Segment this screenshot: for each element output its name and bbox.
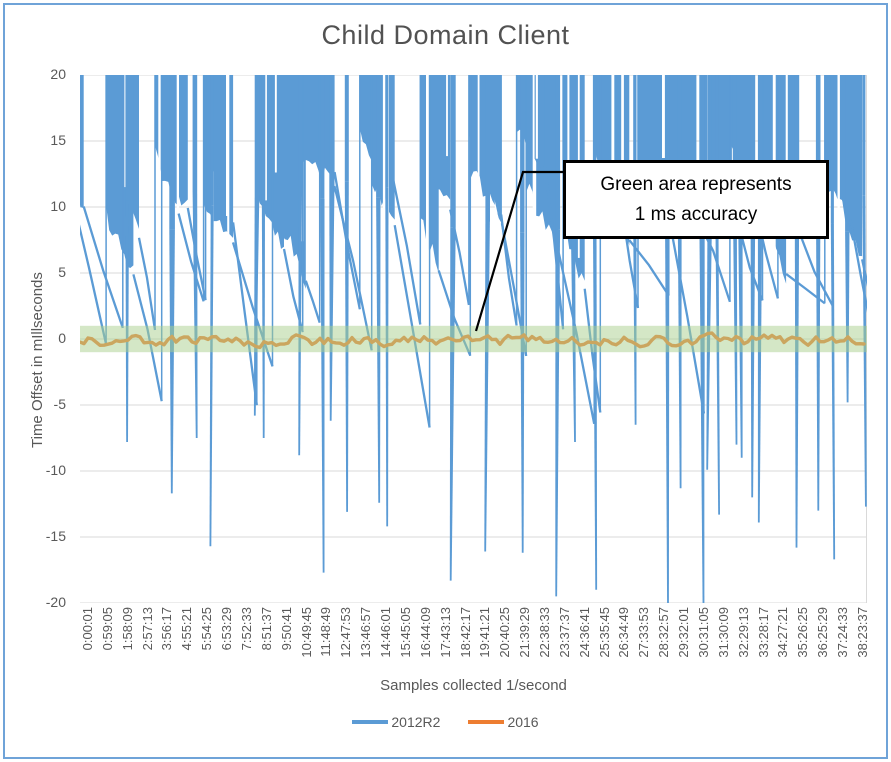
- x-tick-label: 6:53:29: [219, 607, 235, 651]
- annotation-connector-line: [474, 170, 563, 332]
- x-tick-label: 36:25:29: [815, 607, 831, 658]
- x-tick-label: 0:00:01: [80, 607, 95, 651]
- x-tick-label: 5:54:25: [199, 607, 215, 651]
- x-tick-label: 26:34:49: [616, 607, 632, 658]
- x-tick-label: 29:32:01: [676, 607, 692, 658]
- x-tick-label: 14:46:01: [378, 607, 394, 658]
- y-tick-label: 20: [50, 65, 66, 82]
- x-tick-label: 17:43:13: [437, 607, 453, 658]
- x-axis-title: Samples collected 1/second: [380, 677, 567, 694]
- series-2012R2: [80, 75, 867, 603]
- x-tick-label: 3:56:17: [159, 607, 175, 651]
- x-tick-label: 13:46:57: [358, 607, 374, 658]
- legend: 2012R2 2016: [0, 714, 891, 730]
- x-tick-label: 0:59:05: [99, 607, 115, 651]
- legend-swatch: [468, 720, 505, 724]
- x-tick-label: 32:29:13: [735, 607, 751, 658]
- y-tick-label: -20: [45, 593, 66, 610]
- x-tick-label: 33:28:17: [755, 607, 771, 658]
- y-tick-label: 10: [50, 197, 66, 214]
- x-tick-label: 37:24:33: [835, 607, 851, 658]
- legend-label: 2012R2: [391, 714, 441, 730]
- y-tick-label: -5: [53, 395, 66, 412]
- legend-item-2016: 2016: [468, 714, 539, 730]
- accuracy-band: [80, 325, 867, 353]
- x-tick-label: 1:58:09: [119, 607, 135, 651]
- x-tick-label: 10:49:45: [298, 607, 314, 658]
- legend-swatch: [352, 720, 389, 724]
- x-tick-label: 25:35:45: [596, 607, 612, 658]
- x-tick-label: 30:31:05: [695, 607, 711, 658]
- y-tick-label: 0: [58, 329, 66, 346]
- annotation-line-1: Green area represents: [600, 174, 792, 196]
- x-tick-label: 8:51:37: [258, 607, 274, 651]
- x-tick-label: 27:33:53: [636, 607, 652, 658]
- x-tick-label: 34:27:21: [775, 607, 791, 658]
- y-tick-label: -15: [45, 527, 66, 544]
- x-tick-label: 23:37:37: [556, 607, 572, 658]
- x-tick-label: 35:26:25: [795, 607, 811, 658]
- x-tick-label: 20:40:25: [497, 607, 513, 658]
- x-tick-label: 4:55:21: [179, 607, 195, 651]
- y-axis-title: Time Offset in mIllseconds: [29, 272, 46, 448]
- x-tick-label: 16:44:09: [417, 607, 433, 658]
- x-tick-label: 24:36:41: [576, 607, 592, 658]
- legend-item-2012R2: 2012R2: [352, 714, 440, 730]
- x-tick-label: 31:30:09: [715, 607, 731, 658]
- x-tick-label: 21:39:29: [517, 607, 533, 658]
- x-tick-label: 28:32:57: [656, 607, 672, 658]
- y-tick-label: -10: [45, 461, 66, 478]
- x-tick-label: 22:38:33: [537, 607, 552, 658]
- x-tick-label: 2:57:13: [139, 607, 155, 651]
- y-tick-label: 5: [58, 263, 66, 280]
- x-tick-label: 7:52:33: [238, 607, 254, 651]
- y-tick-label: 15: [50, 131, 66, 148]
- x-tick-label: 12:47:53: [338, 607, 354, 658]
- x-tick-label: 15:45:05: [397, 607, 413, 658]
- x-tick-label: 19:41:21: [477, 607, 493, 658]
- x-tick-label: 38:23:37: [854, 607, 870, 658]
- x-tick-label: 9:50:41: [278, 607, 294, 651]
- legend-label: 2016: [507, 714, 539, 730]
- annotation-box: Green area represents 1 ms accuracy: [563, 160, 829, 239]
- plot-area: [80, 75, 867, 603]
- chart-title: Child Domain Client: [321, 20, 570, 50]
- x-tick-label: 11:48:49: [318, 607, 334, 657]
- x-tick-label: 18:42:17: [457, 607, 473, 658]
- annotation-line-2: 1 ms accuracy: [634, 203, 758, 225]
